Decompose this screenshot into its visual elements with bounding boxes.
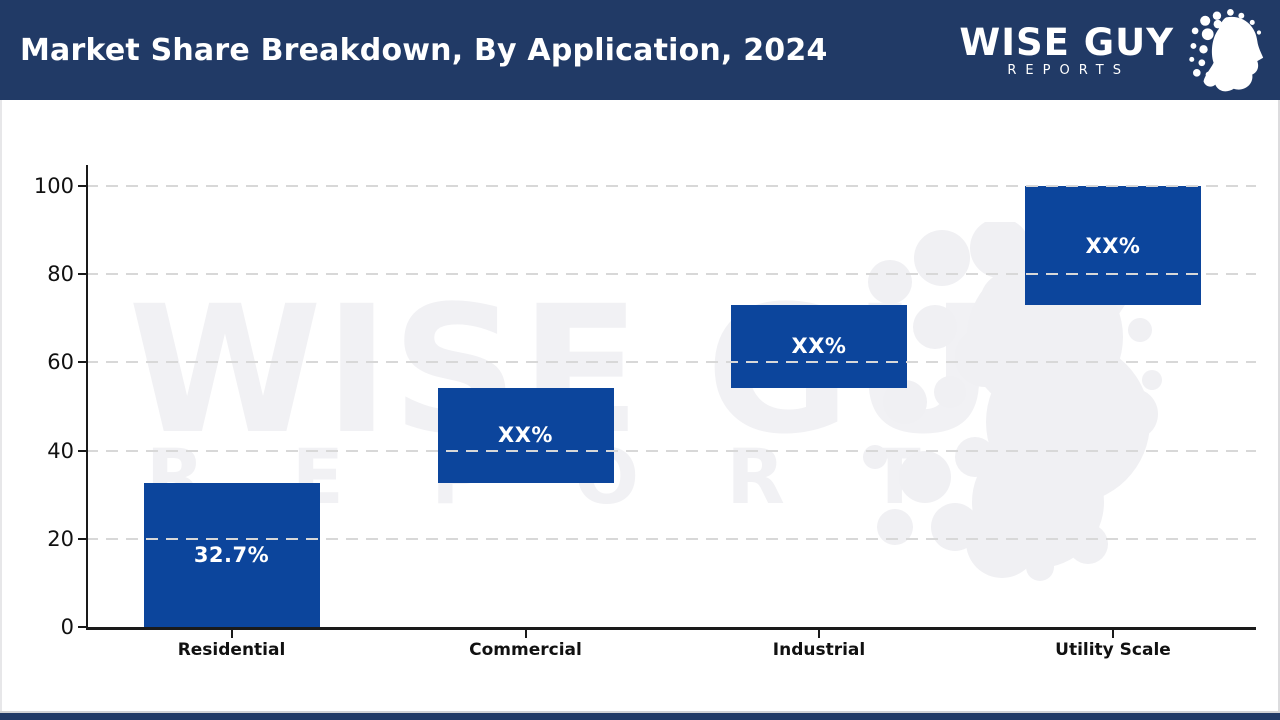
y-tick-0 (78, 626, 86, 628)
y-tick-60 (78, 361, 86, 364)
x-axis-line (86, 627, 1256, 630)
bar-industrial: XX% (731, 305, 907, 388)
gridline-40 (86, 449, 1256, 452)
chart-area: WISE GUY REPORTS 0 20 40 60 80 100 32.7% Reside… (0, 100, 1280, 713)
brand-name: WISE GUY (959, 20, 1174, 64)
y-tick-100 (78, 185, 86, 187)
bar-value-label: XX% (1085, 233, 1141, 258)
y-tick-80 (78, 273, 86, 276)
header-bar: Market Share Breakdown, By Application, … (0, 0, 1280, 100)
x-tick-1 (524, 630, 527, 638)
y-tick-40 (78, 449, 86, 452)
page-title: Market Share Breakdown, By Application, … (20, 32, 828, 68)
y-tick-20 (78, 537, 86, 540)
bar-residential: 32.7% (143, 482, 320, 627)
y-tick-label-80: 80 (47, 262, 74, 287)
bar-value-label: XX% (791, 334, 847, 359)
brand-logo: WISE GUY REPORTS (959, 8, 1264, 94)
y-tick-label-100: 100 (33, 174, 74, 198)
x-tick-label-3: Utility Scale (1055, 640, 1171, 660)
bar-value-label: XX% (498, 423, 553, 448)
y-tick-label-20: 20 (47, 526, 74, 551)
brand-logo-text: WISE GUY REPORTS (959, 20, 1174, 79)
footer-divider (0, 711, 1280, 713)
gridline-80 (86, 273, 1256, 276)
y-axis-line (86, 165, 88, 629)
footer-bar (0, 713, 1280, 720)
x-tick-label-0: Residential (177, 640, 286, 660)
brand-head-icon (1189, 9, 1264, 92)
bar-value-label: 32.7% (193, 542, 270, 567)
bar-commercial: XX% (437, 387, 614, 483)
gridline-20 (86, 537, 1256, 540)
bar-utility-scale: XX% (1025, 186, 1201, 306)
y-tick-label-0: 0 (60, 615, 74, 639)
x-tick-label-2: Industrial (772, 640, 866, 660)
y-tick-label-60: 60 (47, 350, 74, 375)
x-tick-label-1: Commercial (469, 640, 582, 660)
y-tick-label-40: 40 (47, 438, 74, 463)
brand-tagline: REPORTS (1007, 63, 1130, 79)
gridline-60 (86, 361, 1256, 364)
x-tick-2 (818, 630, 820, 638)
gridline-100 (86, 185, 1256, 187)
x-tick-3 (1112, 630, 1114, 638)
x-tick-0 (230, 630, 233, 638)
